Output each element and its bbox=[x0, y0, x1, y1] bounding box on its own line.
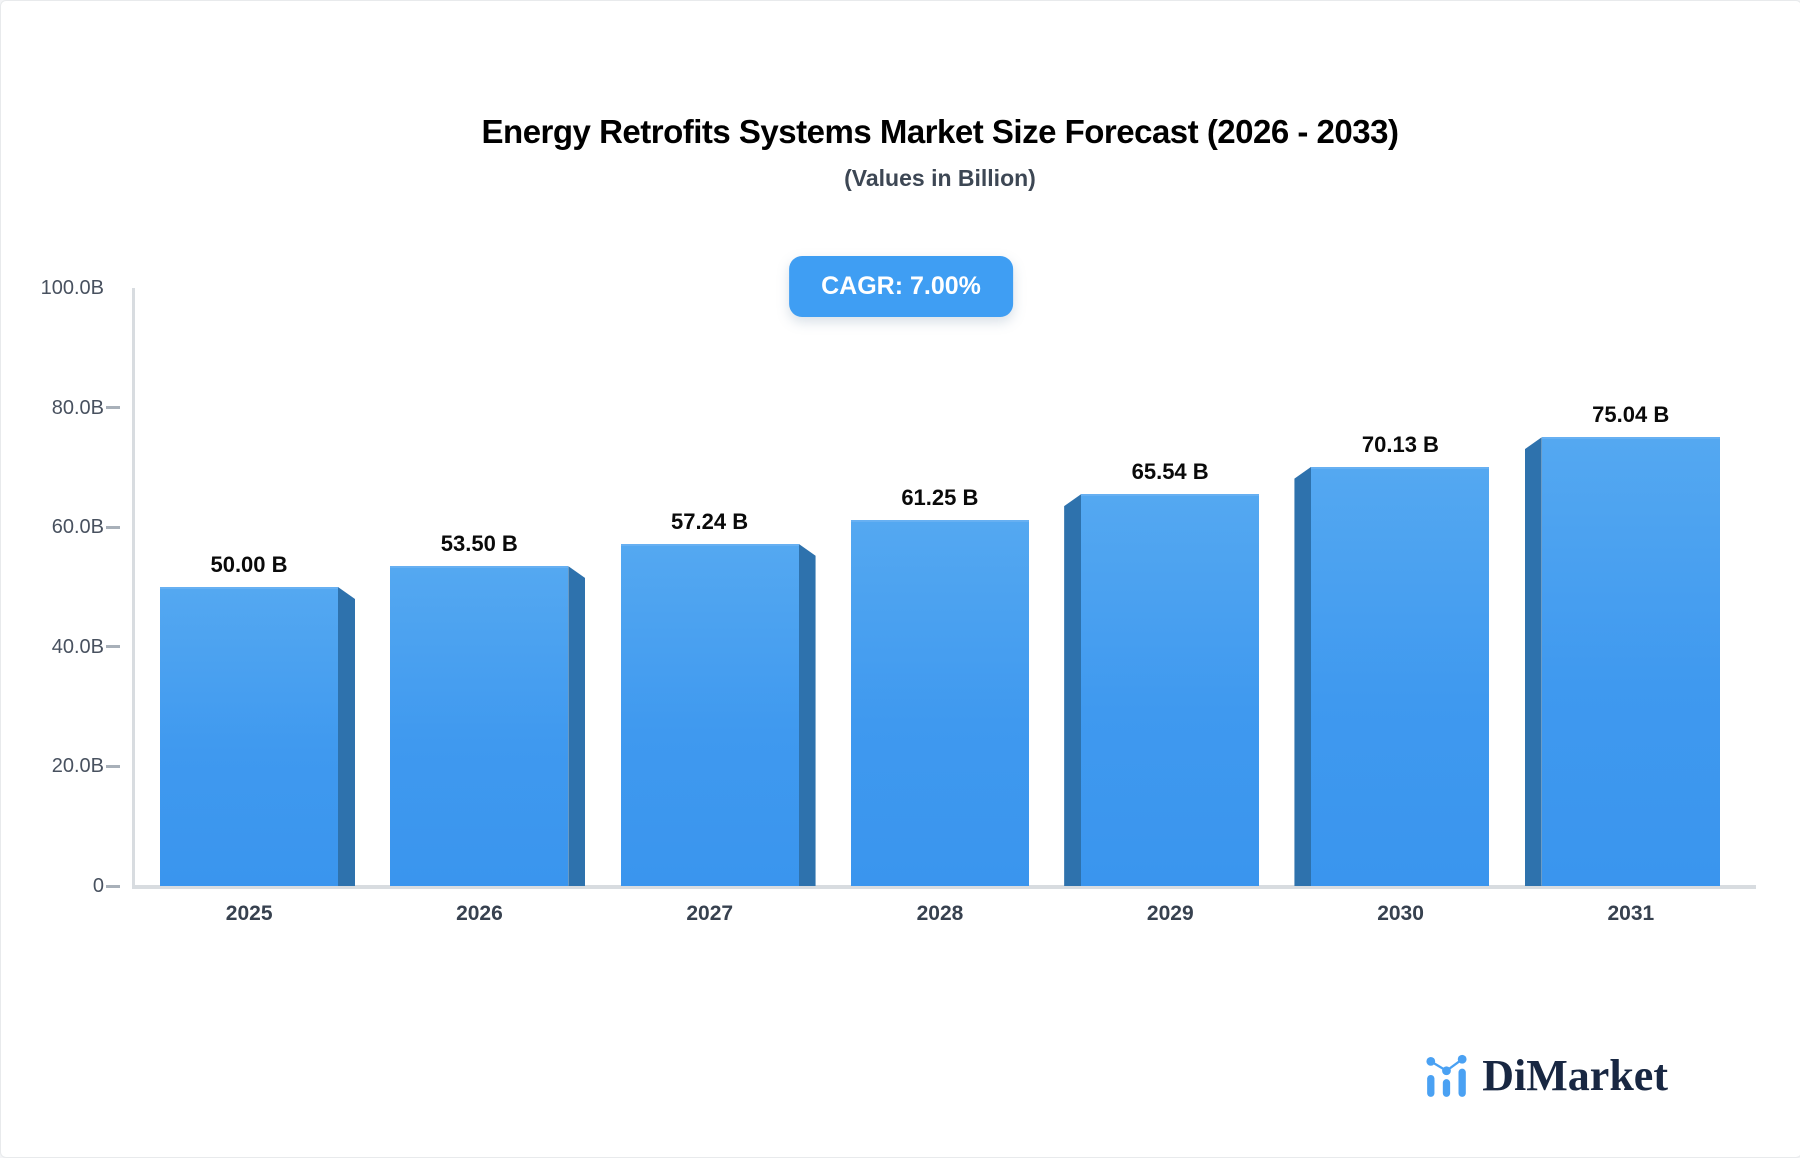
y-axis-tick bbox=[106, 645, 120, 649]
bar-value-label: 53.50 B bbox=[440, 531, 518, 557]
bar-side-3d bbox=[568, 566, 586, 886]
bar-value-label: 65.54 B bbox=[1131, 459, 1209, 485]
bar bbox=[390, 566, 569, 886]
bar-side-3d bbox=[338, 587, 355, 886]
bar-value-label: 61.25 B bbox=[901, 484, 979, 510]
chart-title: Energy Retrofits Systems Market Size For… bbox=[481, 113, 1399, 150]
bar-group: 57.24 B 2027 bbox=[595, 288, 825, 925]
y-axis-tick bbox=[106, 764, 120, 768]
bar-group: 65.54 B 2029 bbox=[1055, 288, 1285, 925]
y-axis-label: 80.0B bbox=[51, 396, 104, 419]
y-axis-tick bbox=[106, 525, 120, 529]
x-axis-label: 2027 bbox=[686, 902, 734, 925]
bar-group: 50.00 B 2025 bbox=[134, 288, 364, 925]
bar-side-3d bbox=[1524, 437, 1542, 886]
y-axis-line bbox=[132, 288, 135, 886]
chart-subtitle: (Values in Billion) bbox=[844, 165, 1036, 191]
bar bbox=[850, 519, 1029, 886]
chart-header: Energy Retrofits Systems Market Size For… bbox=[134, 1, 1746, 192]
dimarket-logo: DiMarket bbox=[1424, 1053, 1668, 1099]
x-axis-label: 2026 bbox=[456, 902, 503, 925]
y-axis-label: 40.0B bbox=[51, 635, 104, 658]
bar-side-3d bbox=[798, 543, 816, 886]
y-axis-tick bbox=[106, 406, 120, 410]
logo-text: DiMarket bbox=[1482, 1051, 1668, 1100]
bar-value-label: 75.04 B bbox=[1592, 402, 1670, 428]
x-axis-line bbox=[132, 885, 1756, 889]
bar-group: 53.50 B 2026 bbox=[364, 288, 594, 925]
bar bbox=[160, 587, 338, 886]
bar-group: 61.25 B 2028 bbox=[825, 288, 1055, 925]
bar bbox=[1311, 466, 1490, 886]
bar-value-label: 70.13 B bbox=[1361, 431, 1439, 457]
x-axis-label: 2030 bbox=[1377, 902, 1424, 925]
bar-side-3d bbox=[1064, 494, 1082, 886]
x-axis-label: 2029 bbox=[1146, 902, 1194, 925]
cagr-badge: CAGR: 7.00% bbox=[789, 256, 1013, 317]
plot-area: 100.0B 80.0B 60.0B 40.0B 20.0B 0 50.00 B 2025 53… bbox=[41, 277, 1756, 925]
bar bbox=[1541, 437, 1720, 886]
bar-chart-dots-icon bbox=[1426, 1054, 1467, 1097]
y-axis-label: 20.0B bbox=[51, 755, 104, 778]
bar-value-label: 57.24 B bbox=[671, 508, 749, 534]
bar-group: 70.13 B 2030 bbox=[1285, 288, 1515, 925]
x-axis-label: 2025 bbox=[225, 902, 273, 925]
bar-value-label: 50.00 B bbox=[210, 552, 288, 577]
bar-group: 75.04 B 2031 bbox=[1516, 288, 1746, 925]
x-axis-label: 2028 bbox=[916, 902, 964, 925]
y-axis-label: 0 bbox=[92, 875, 104, 897]
y-axis-label: 60.0B bbox=[51, 516, 104, 539]
bar bbox=[1081, 494, 1260, 886]
y-axis-label: 100.0B bbox=[40, 277, 104, 299]
bar bbox=[620, 543, 799, 886]
y-axis-tick bbox=[106, 884, 120, 888]
x-axis-label: 2031 bbox=[1607, 902, 1655, 925]
bar-side-3d bbox=[1294, 466, 1312, 886]
